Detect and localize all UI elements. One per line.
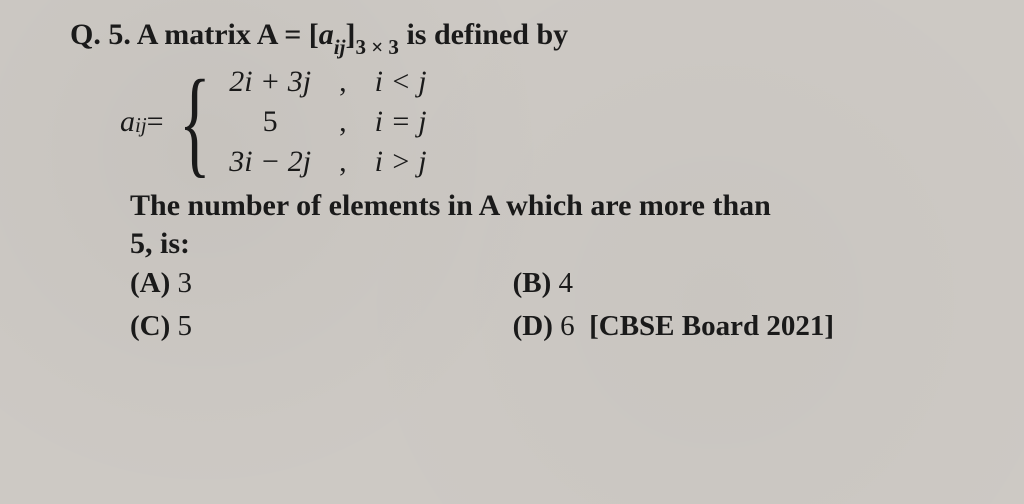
definition-row: aij = { 2i + 3j , i < j 5 , i = j 3i − 2…	[120, 65, 984, 179]
options-grid: (A) 3 (B) 4 (C) 5 (D) 6 [CBSE Board 2021…	[130, 267, 984, 343]
case-2-sep: ,	[339, 105, 347, 139]
case-2-cond: i = j	[375, 105, 427, 139]
option-a[interactable]: (A) 3	[130, 267, 493, 300]
brace-icon: {	[179, 68, 211, 176]
case-3-cond: i > j	[375, 145, 427, 179]
option-d-source: [CBSE Board 2021]	[589, 310, 834, 342]
stem-prefix: A matrix A = [	[137, 18, 319, 51]
case-2-expr: 5	[229, 105, 311, 139]
lhs-ij: ij	[135, 113, 147, 138]
a-symbol: a	[319, 18, 334, 51]
question-line: Q. 5. A matrix A = [aij]3 × 3 is defined…	[70, 18, 984, 57]
option-c-text: 5	[178, 310, 193, 342]
option-d-text: 6	[560, 310, 575, 342]
case-1-cond: i < j	[375, 65, 427, 99]
a-subscript: ij	[334, 35, 346, 59]
stem-suffix: is defined by	[399, 18, 568, 51]
statement-line-2: 5, is:	[130, 227, 984, 261]
option-b-text: 4	[559, 267, 574, 299]
case-3-sep: ,	[339, 145, 347, 179]
option-c[interactable]: (C) 5	[130, 310, 493, 343]
case-1-expr: 2i + 3j	[229, 65, 311, 99]
stem-mid: ]	[345, 18, 355, 51]
option-a-label: (A)	[130, 267, 170, 299]
option-d[interactable]: (D) 6 [CBSE Board 2021]	[513, 310, 984, 343]
option-c-label: (C)	[130, 310, 170, 342]
equals: =	[147, 105, 164, 139]
piecewise-cases: 2i + 3j , i < j 5 , i = j 3i − 2j , i > …	[229, 65, 426, 179]
option-d-label: (D)	[513, 310, 553, 342]
question-label: Q. 5.	[70, 18, 131, 51]
option-a-text: 3	[178, 267, 193, 299]
lhs-a: a	[120, 105, 135, 139]
case-1-sep: ,	[339, 65, 347, 99]
statement-line-1: The number of elements in A which are mo…	[130, 189, 984, 223]
option-b-label: (B)	[513, 267, 552, 299]
matrix-dims: 3 × 3	[355, 35, 398, 59]
option-b[interactable]: (B) 4	[513, 267, 984, 300]
case-3-expr: 3i − 2j	[229, 145, 311, 179]
